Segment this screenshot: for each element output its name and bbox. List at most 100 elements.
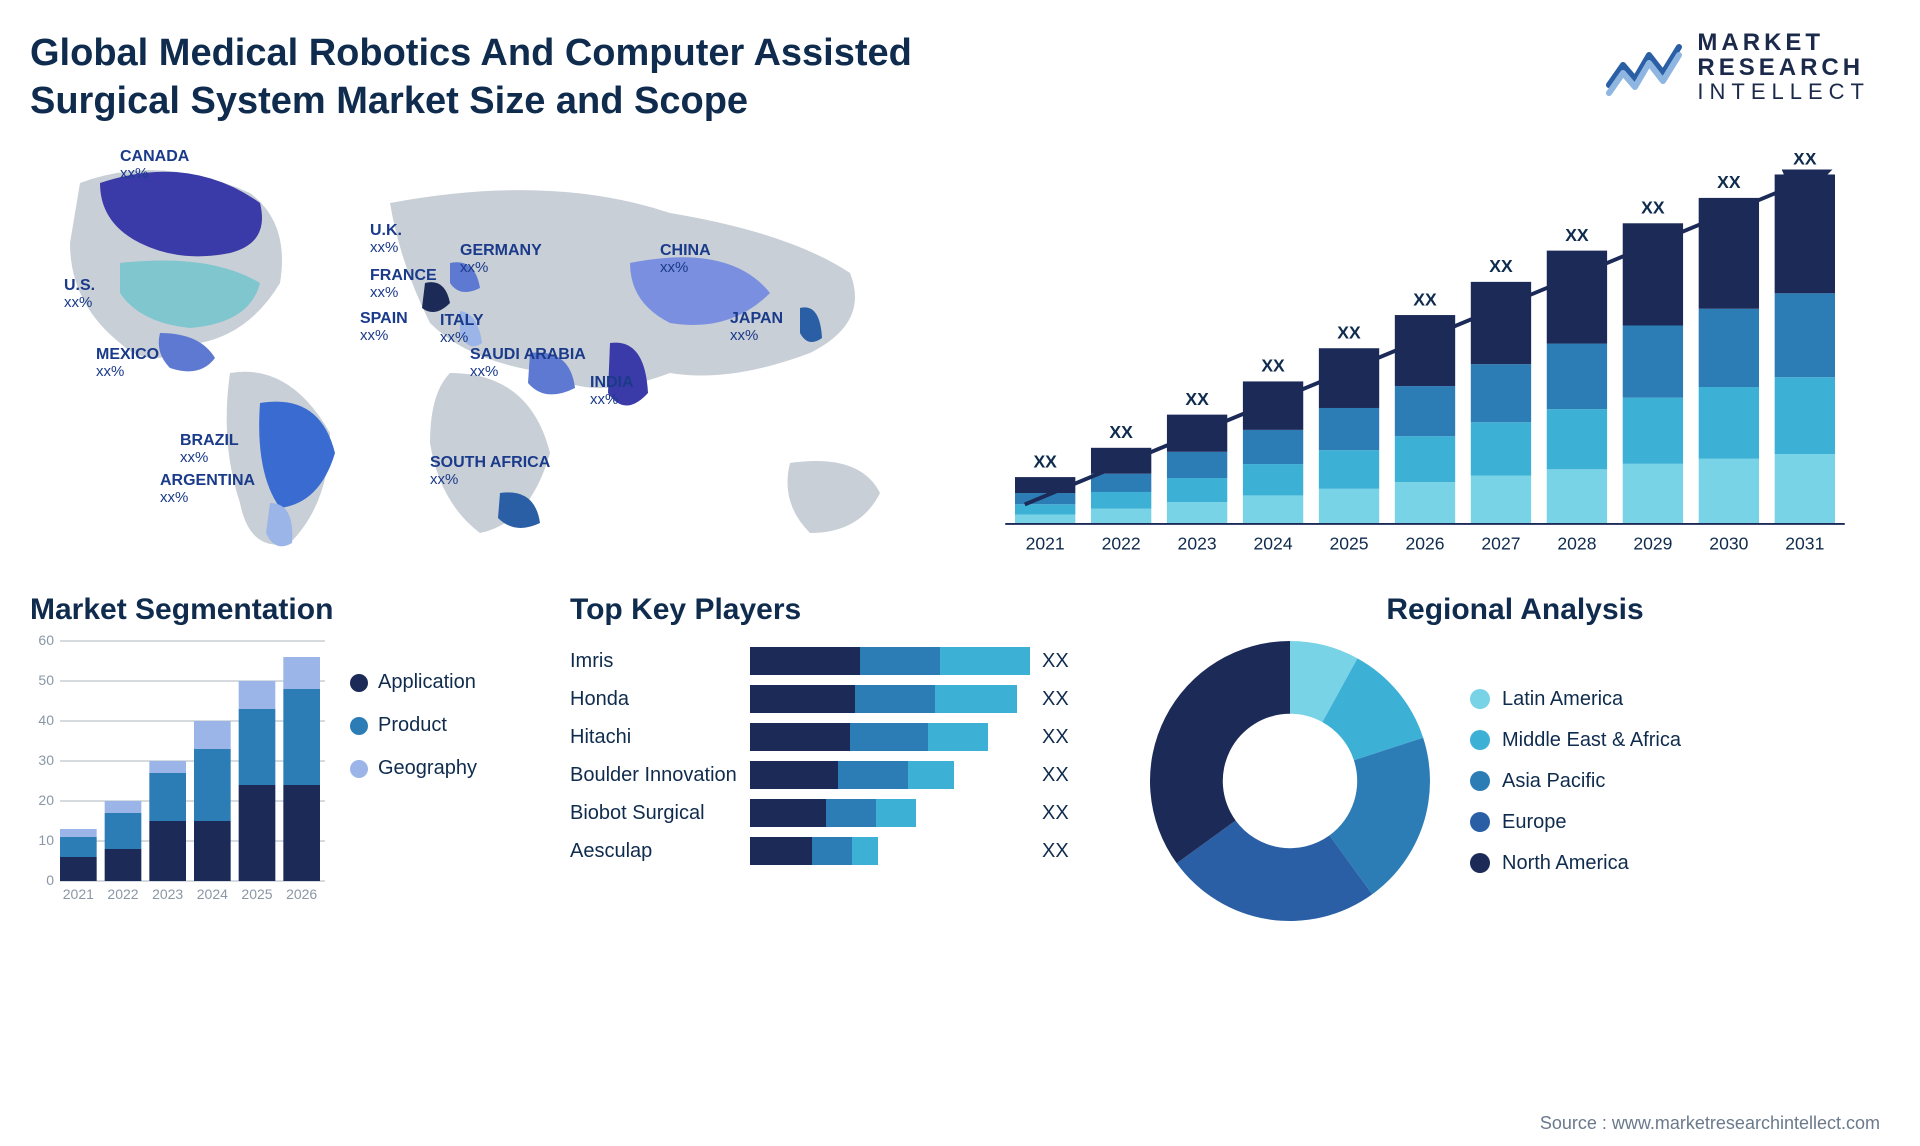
segmentation-legend-item: Geography [350, 757, 477, 780]
logo-line-2: RESEARCH [1697, 55, 1870, 80]
svg-text:40: 40 [38, 712, 54, 728]
svg-text:50: 50 [38, 672, 54, 688]
svg-text:2026: 2026 [286, 886, 317, 902]
source-attribution: Source : www.marketresearchintellect.com [1540, 1113, 1880, 1134]
segmentation-legend-item: Product [350, 714, 477, 737]
svg-text:2024: 2024 [1254, 533, 1293, 553]
regional-legend-item: North America [1470, 852, 1681, 875]
map-callout: JAPANxx% [730, 311, 783, 344]
logo-line-3: INTELLECT [1697, 80, 1870, 103]
svg-text:XX: XX [1717, 172, 1741, 192]
svg-text:2022: 2022 [1102, 533, 1141, 553]
player-bar [750, 761, 954, 789]
player-value: XX [1030, 764, 1090, 787]
player-row: Biobot Surgical XX [570, 799, 1100, 827]
svg-text:2025: 2025 [241, 886, 272, 902]
map-callout: SPAINxx% [360, 311, 408, 344]
player-value: XX [1030, 726, 1090, 749]
map-callout: U.S.xx% [64, 278, 95, 311]
svg-text:2022: 2022 [107, 886, 138, 902]
logo-mark-icon [1605, 37, 1685, 97]
player-row: Aesculap XX [570, 837, 1100, 865]
player-name: Aesculap [570, 840, 750, 863]
regional-legend-item: Middle East & Africa [1470, 729, 1681, 752]
svg-text:60: 60 [38, 632, 54, 648]
main-bar-chart-svg: XX XX XX XX XX XX XX XX XX XX XX 2021 2022 2023 2024 2… [980, 153, 1870, 563]
svg-text:XX: XX [1337, 322, 1361, 342]
map-callout: U.K.xx% [370, 223, 402, 256]
logo: MARKET RESEARCH INTELLECT [1605, 30, 1890, 103]
svg-text:2025: 2025 [1329, 533, 1368, 553]
svg-text:2023: 2023 [1178, 533, 1217, 553]
top-row: CANADAxx%U.S.xx%MEXICOxx%BRAZILxx%ARGENT… [30, 143, 1890, 563]
svg-text:XX: XX [1109, 422, 1133, 442]
main-bar-chart: XX XX XX XX XX XX XX XX XX XX XX 2021 2022 2023 2024 2… [970, 143, 1890, 563]
player-bar [750, 647, 1030, 675]
svg-text:XX: XX [1033, 451, 1057, 471]
regional-legend-item: Asia Pacific [1470, 770, 1681, 793]
svg-text:XX: XX [1565, 225, 1589, 245]
regional-legend-item: Europe [1470, 811, 1681, 834]
player-name: Imris [570, 650, 750, 673]
segmentation-chart: 0 10 20 30 40 50 60 2021 2022 2023 2024 2025 2026 [30, 631, 330, 911]
player-value: XX [1030, 840, 1090, 863]
svg-text:XX: XX [1793, 153, 1817, 169]
player-name: Honda [570, 688, 750, 711]
svg-text:2029: 2029 [1633, 533, 1672, 553]
svg-text:2024: 2024 [197, 886, 228, 902]
map-callout: FRANCExx% [370, 268, 437, 301]
players-list: ImrisXXHondaXXHitachiXXBoulder Innovatio… [570, 647, 1100, 865]
logo-text: MARKET RESEARCH INTELLECT [1697, 30, 1870, 103]
players-title: Top Key Players [570, 593, 1100, 627]
map-callout: MEXICOxx% [96, 347, 159, 380]
svg-text:XX: XX [1185, 389, 1209, 409]
map-callout: INDIAxx% [590, 375, 634, 408]
svg-text:2027: 2027 [1481, 533, 1520, 553]
svg-text:2021: 2021 [63, 886, 94, 902]
map-callout: ARGENTINAxx% [160, 473, 255, 506]
svg-text:XX: XX [1641, 198, 1665, 218]
segmentation-legend: Application Product Geography [350, 671, 477, 780]
page-title: Global Medical Robotics And Computer Ass… [30, 30, 1030, 125]
svg-text:2031: 2031 [1785, 533, 1824, 553]
player-row: HondaXX [570, 685, 1100, 713]
segmentation-title: Market Segmentation [30, 593, 530, 627]
header-row: Global Medical Robotics And Computer Ass… [30, 30, 1890, 125]
players-panel: Top Key Players ImrisXXHondaXXHitachiXXB… [570, 593, 1100, 931]
player-row: Boulder Innovation XX [570, 761, 1100, 789]
player-row: Imris XX [570, 647, 1100, 675]
player-bar [750, 799, 916, 827]
svg-text:0: 0 [46, 872, 54, 888]
player-bar [750, 723, 988, 751]
map-callout: SAUDI ARABIAxx% [470, 347, 586, 380]
player-value: XX [1030, 802, 1090, 825]
map-callout: SOUTH AFRICAxx% [430, 455, 550, 488]
player-name: Biobot Surgical [570, 802, 750, 825]
svg-text:2028: 2028 [1557, 533, 1596, 553]
svg-text:10: 10 [38, 832, 54, 848]
regional-panel: Regional Analysis Latin AmericaMiddle Ea… [1140, 593, 1890, 931]
bottom-row: Market Segmentation 0 10 20 30 40 50 60 2021 20… [30, 593, 1890, 931]
svg-text:XX: XX [1489, 256, 1513, 276]
segmentation-chart-svg: 0 10 20 30 40 50 60 2021 2022 2023 2024 2025 2026 [30, 631, 330, 911]
regional-donut-chart [1140, 631, 1440, 931]
world-map: CANADAxx%U.S.xx%MEXICOxx%BRAZILxx%ARGENT… [30, 143, 930, 563]
player-bar [750, 685, 1017, 713]
svg-text:XX: XX [1261, 356, 1285, 376]
map-callout: CANADAxx% [120, 149, 189, 182]
regional-legend: Latin AmericaMiddle East & AfricaAsia Pa… [1470, 688, 1681, 875]
map-callout: GERMANYxx% [460, 243, 542, 276]
regional-title: Regional Analysis [1140, 593, 1890, 627]
player-value: XX [1030, 650, 1090, 673]
segmentation-legend-item: Application [350, 671, 477, 694]
svg-text:20: 20 [38, 792, 54, 808]
player-name: Boulder Innovation [570, 764, 750, 787]
segmentation-panel: Market Segmentation 0 10 20 30 40 50 60 2021 20… [30, 593, 530, 931]
svg-text:XX: XX [1413, 289, 1437, 309]
logo-line-1: MARKET [1697, 30, 1870, 55]
svg-text:2021: 2021 [1026, 533, 1065, 553]
map-callout: CHINAxx% [660, 243, 711, 276]
svg-text:30: 30 [38, 752, 54, 768]
svg-text:2023: 2023 [152, 886, 183, 902]
map-callout: ITALYxx% [440, 313, 484, 346]
